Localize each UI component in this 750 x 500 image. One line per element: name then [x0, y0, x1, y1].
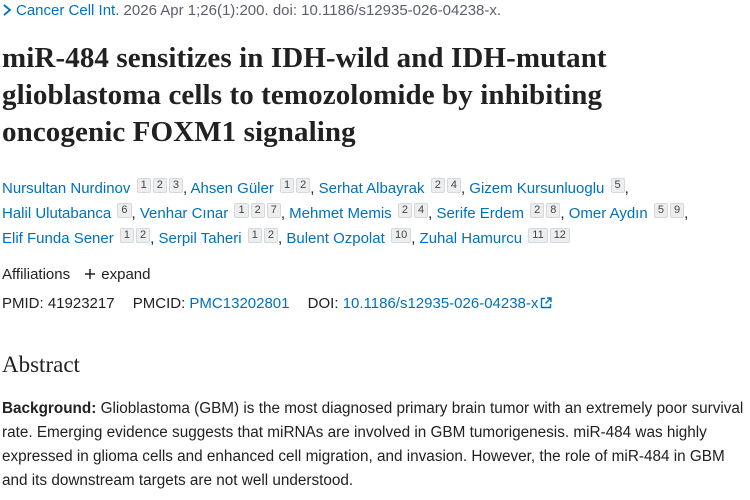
affiliation-number[interactable]: 2	[530, 203, 545, 218]
external-link-icon	[541, 297, 553, 309]
pmid: PMID: 41923217	[2, 295, 115, 312]
affiliation-number[interactable]: 10	[390, 228, 412, 243]
separator: ,	[150, 230, 155, 247]
author-name[interactable]: Bulent Ozpolat	[286, 230, 385, 247]
chevron-icon	[3, 4, 12, 16]
citation-details: 2026 Apr 1;26(1):200. doi: 10.1186/s1293…	[123, 2, 502, 19]
author-name[interactable]: Elif Funda Sener	[2, 230, 114, 247]
separator: ,	[411, 230, 416, 247]
plus-icon	[85, 269, 96, 279]
affiliation-number[interactable]: 8	[546, 203, 561, 218]
affiliation-number[interactable]: 5	[610, 178, 625, 193]
author-name[interactable]: Serife Erdem	[436, 205, 524, 222]
separator: ,	[131, 205, 136, 222]
affiliation-number[interactable]: 4	[446, 178, 461, 193]
doi-text: 10.1186/s12935-026-04238-x	[342, 295, 539, 312]
affiliation-number[interactable]: 7	[266, 203, 281, 218]
affiliation-number[interactable]: 1	[136, 178, 151, 193]
author-name[interactable]: Gizem Kursunluoglu	[469, 180, 605, 197]
expand-label: expand	[101, 266, 151, 283]
separator: ,	[560, 205, 565, 222]
separator: ,	[684, 205, 689, 222]
journal-link[interactable]: Cancer Cell Int.	[16, 2, 120, 19]
affiliations-toggle[interactable]: Affiliations expand	[2, 266, 150, 283]
author-name[interactable]: Omer Aydın	[568, 205, 648, 222]
affiliation-number[interactable]: 1	[234, 203, 249, 218]
abstract-heading: Abstract	[2, 352, 80, 377]
background-label: Background:	[2, 400, 97, 417]
affiliation-number[interactable]: 12	[549, 228, 570, 243]
author: Zuhal Hamurcu 11 12	[419, 228, 570, 247]
affiliation-number[interactable]: 2	[430, 178, 445, 193]
pmcid-label: PMCID:	[132, 295, 186, 312]
separator: ,	[460, 180, 466, 197]
affiliation-number[interactable]: 4	[413, 203, 429, 218]
author: Gizem Kursunluoglu 5,	[469, 178, 629, 197]
author-name[interactable]: Serpil Taheri	[158, 230, 242, 247]
affiliations-label: Affiliations	[2, 266, 71, 283]
author: Halil Ulutabanca 6,	[2, 203, 136, 222]
affiliation-number[interactable]: 9	[670, 203, 685, 218]
separator: ,	[278, 230, 283, 247]
author-name[interactable]: Nursultan Nurdinov	[2, 180, 131, 197]
separator: ,	[182, 180, 188, 197]
author-name[interactable]: Ahsen Güler	[190, 180, 274, 197]
separator: ,	[428, 205, 433, 222]
doi-link[interactable]: 10.1186/s12935-026-04238-x	[343, 295, 553, 312]
citation: Cancer Cell Int. 2026 Apr 1;26(1):200. d…	[2, 2, 501, 19]
affiliation-number[interactable]: 5	[653, 203, 668, 218]
affiliation-number[interactable]: 2	[296, 178, 311, 193]
affiliation-number[interactable]: 11	[528, 228, 548, 243]
affiliation-number[interactable]: 2	[397, 203, 412, 218]
doi-label: DOI:	[307, 295, 339, 312]
affiliation-number[interactable]: 1	[247, 228, 262, 243]
affiliation-number[interactable]: 2	[152, 178, 167, 193]
affiliation-number[interactable]: 6	[117, 203, 132, 218]
author-name[interactable]: Halil Ulutabanca	[2, 205, 112, 222]
article-title: miR-484 sensitizes in IDH-wild and IDH-m…	[2, 42, 607, 148]
separator: ,	[280, 205, 285, 222]
background-text: Glioblastoma (GBM) is the most diagnosed…	[2, 400, 744, 489]
affiliation-number[interactable]: 2	[136, 228, 151, 243]
affiliation-number[interactable]: 2	[250, 203, 265, 218]
author-name[interactable]: Mehmet Memis	[289, 205, 392, 222]
author-name[interactable]: Serhat Albayrak	[318, 180, 425, 197]
affiliation-number[interactable]: 1	[119, 228, 135, 243]
expand-button[interactable]: expand	[84, 266, 150, 283]
author-name[interactable]: Zuhal Hamurcu	[419, 230, 523, 247]
affiliation-number[interactable]: 2	[263, 228, 279, 243]
pmcid-link[interactable]: PMC13202801	[189, 295, 290, 312]
identifiers: PMID: 41923217 PMCID: PMC13202801 DOI: 1…	[2, 295, 553, 312]
separator: ,	[310, 180, 315, 197]
separator: ,	[624, 180, 629, 197]
author: Bulent Ozpolat 10,	[286, 228, 416, 247]
affiliation-number[interactable]: 1	[280, 178, 295, 193]
abstract-background: Background: Glioblastoma (GBM) is the mo…	[2, 397, 748, 493]
author-name[interactable]: Venhar Cınar	[139, 205, 229, 222]
affiliation-number[interactable]: 3	[168, 178, 183, 193]
